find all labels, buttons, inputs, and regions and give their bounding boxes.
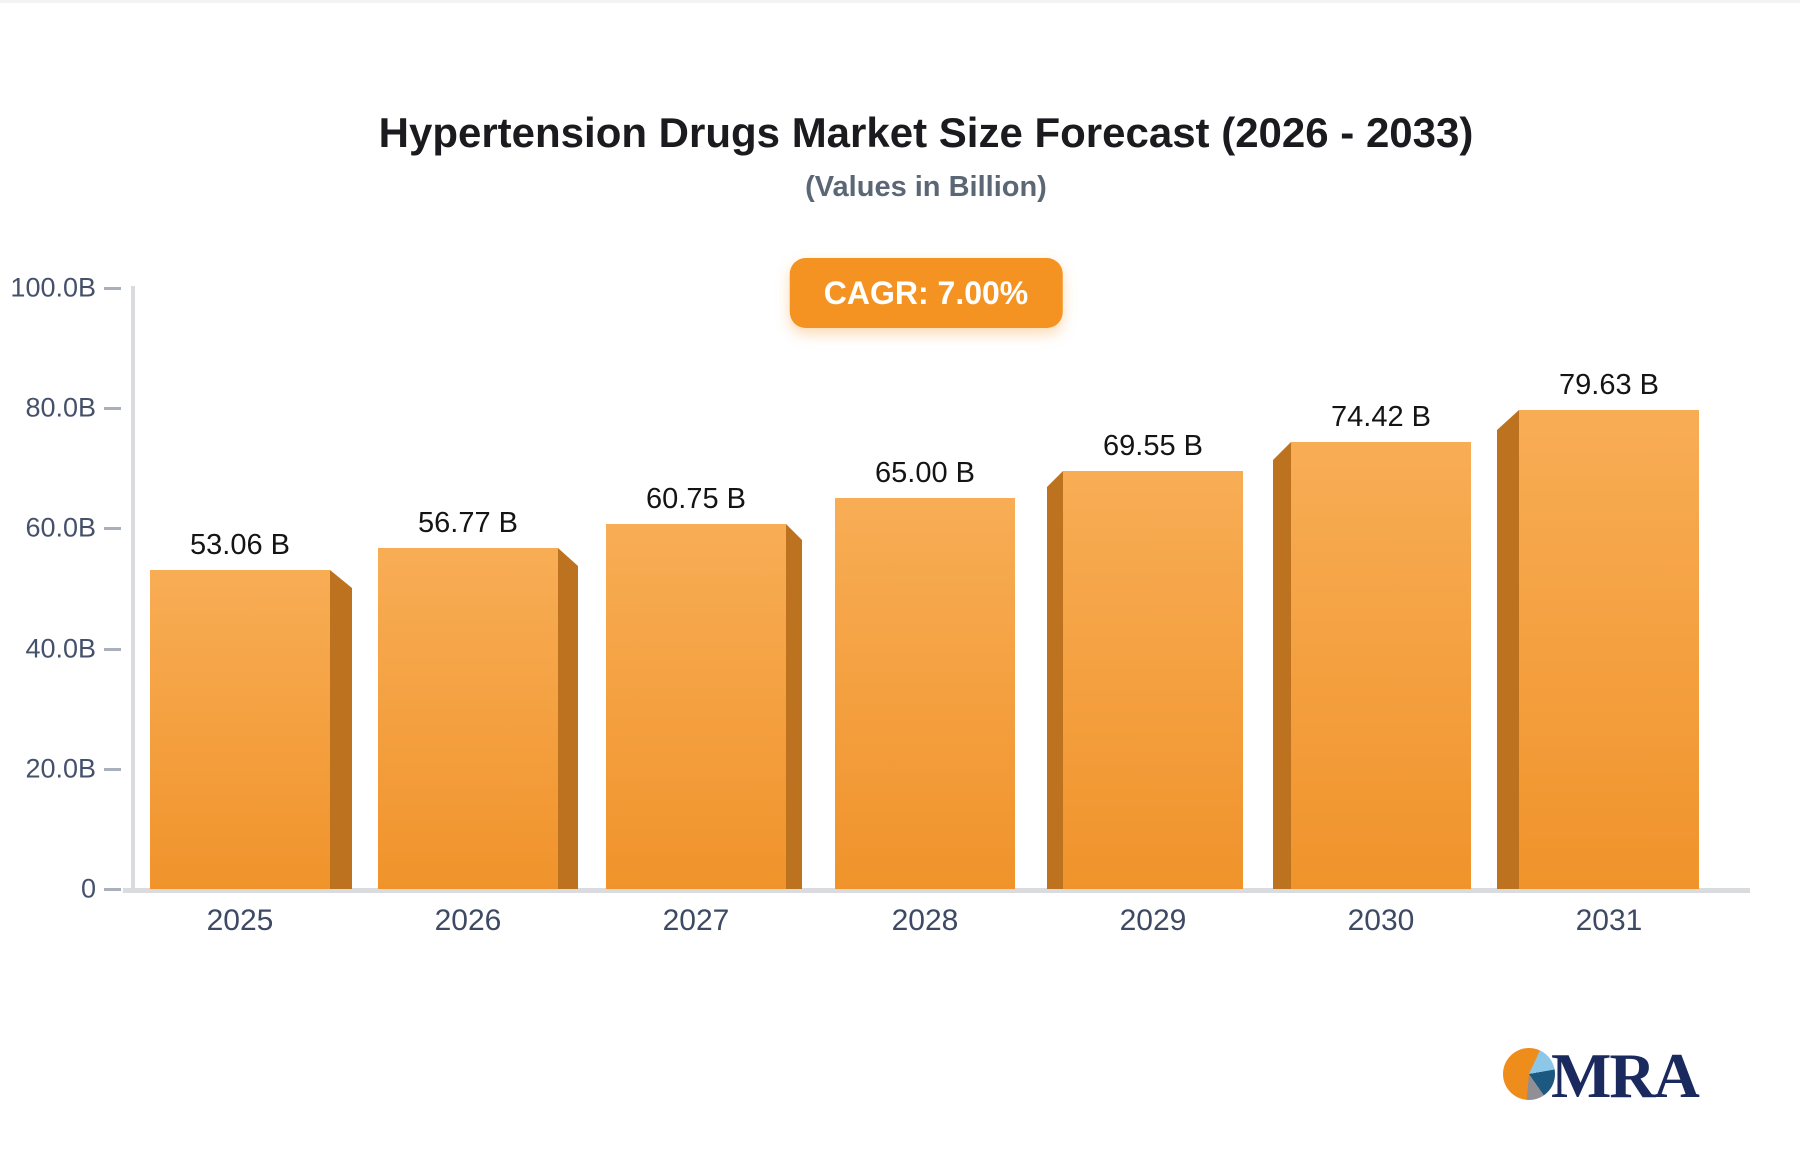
chart-subtitle: (Values in Billion): [805, 171, 1047, 203]
chart-title: Hypertension Drugs Market Size Forecast …: [378, 109, 1474, 156]
x-axis-label: 2031: [1575, 904, 1643, 937]
bar-2027-side: [786, 524, 802, 889]
y-axis-tick-mark: [104, 407, 121, 411]
y-axis-tick-mark: [104, 767, 121, 771]
y-axis-tick-mark: [104, 527, 121, 531]
y-axis-tick-label: 20.0B: [25, 753, 96, 784]
bar-value-label: 53.06 B: [190, 529, 290, 561]
x-axis-label: 2029: [1119, 904, 1187, 937]
pie-chart-icon: [1503, 1048, 1555, 1100]
x-axis-label: 2030: [1347, 904, 1415, 937]
bar-value-label: 65.00 B: [875, 457, 975, 489]
bar-value-label: 74.42 B: [1331, 401, 1431, 433]
bar-2025: [150, 570, 330, 889]
bar-value-label: 56.77 B: [418, 507, 518, 539]
cagr-badge: CAGR: 7.00%: [789, 258, 1063, 328]
logo: MRA: [1503, 1040, 1743, 1111]
y-axis-tick-label: 100.0B: [10, 272, 96, 303]
y-axis-tick-mark: [104, 647, 121, 651]
x-axis-label: 2026: [434, 904, 502, 937]
bar-2029: [1063, 471, 1243, 889]
y-axis-tick-label: 40.0B: [25, 633, 96, 664]
y-axis-tick-mark: [104, 888, 121, 891]
x-axis-label: 2028: [891, 904, 959, 937]
y-axis-tick-label: 0: [80, 873, 96, 904]
y-axis-line: [131, 286, 135, 889]
bar-2026-side: [558, 548, 578, 889]
logo-text: MRA: [1551, 1040, 1700, 1111]
y-axis-tick-label: 60.0B: [25, 512, 96, 543]
y-axis-tick-label: 80.0B: [25, 392, 96, 423]
bar-2030: [1291, 442, 1471, 889]
bar-2030-side: [1273, 442, 1291, 889]
bar-2028: [835, 498, 1015, 889]
x-axis-label: 2027: [662, 904, 730, 937]
bar-2029-side: [1047, 471, 1063, 889]
bar-2025-side: [330, 570, 352, 889]
bar-value-label: 69.55 B: [1103, 430, 1203, 462]
y-axis-tick-mark: [104, 286, 121, 290]
bar-2026: [378, 548, 558, 889]
bar-value-label: 79.63 B: [1559, 369, 1659, 401]
x-axis-label: 2025: [206, 904, 274, 937]
bar-2031-side: [1497, 410, 1519, 889]
bar-2027: [606, 524, 786, 889]
bar-value-label: 60.75 B: [646, 483, 746, 515]
x-axis-line: [123, 888, 1750, 893]
bar-2031: [1519, 410, 1699, 889]
